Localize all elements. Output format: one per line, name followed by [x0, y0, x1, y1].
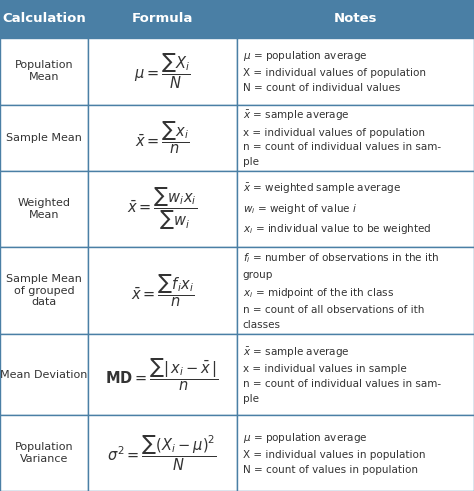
Text: Population
Mean: Population Mean	[15, 60, 73, 82]
Bar	[0, 247, 88, 334]
Bar	[0, 105, 88, 171]
Text: Mean Deviation: Mean Deviation	[0, 370, 88, 380]
Text: $\mathbf{MD} = \dfrac{\sum |\, x_i - \bar{x}\, |}{n}$: $\mathbf{MD} = \dfrac{\sum |\, x_i - \ba…	[106, 356, 219, 393]
Text: $\bar{x} = \dfrac{\sum x_i}{n}$: $\bar{x} = \dfrac{\sum x_i}{n}$	[135, 120, 190, 156]
Text: $\bar{x}$ = sample average
x = individual values of population
n = count of indi: $\bar{x}$ = sample average x = individua…	[243, 109, 441, 167]
Bar	[237, 0, 474, 38]
Text: Calculation: Calculation	[2, 12, 86, 26]
Bar	[237, 105, 474, 171]
Text: $\mu = \dfrac{\sum X_i}{N}$: $\mu = \dfrac{\sum X_i}{N}$	[134, 52, 191, 91]
Bar	[0, 415, 88, 491]
Bar	[237, 415, 474, 491]
Text: Sample Mean: Sample Mean	[6, 133, 82, 143]
Text: $\sigma^2 = \dfrac{\sum (X_i - \mu)^2}{N}$: $\sigma^2 = \dfrac{\sum (X_i - \mu)^2}{N…	[108, 434, 217, 473]
Text: $\bar{x}$ = sample average
x = individual values in sample
n = count of individu: $\bar{x}$ = sample average x = individua…	[243, 346, 441, 404]
Text: $\bar{x}$ = weighted sample average
$w_i$ = weight of value $i$
$x_i$ = individu: $\bar{x}$ = weighted sample average $w_i…	[243, 182, 431, 236]
Bar	[88, 415, 237, 491]
Text: $\bar{x} = \dfrac{\sum f_i x_i}{n}$: $\bar{x} = \dfrac{\sum f_i x_i}{n}$	[131, 272, 194, 309]
Bar	[237, 247, 474, 334]
Bar	[237, 171, 474, 247]
Bar	[88, 171, 237, 247]
Bar	[0, 334, 88, 415]
Bar	[88, 105, 237, 171]
Bar	[237, 334, 474, 415]
Text: $\mu$ = population average
X = individual values of population
N = count of indi: $\mu$ = population average X = individua…	[243, 50, 426, 93]
Bar	[88, 247, 237, 334]
Bar	[0, 0, 88, 38]
Text: Population
Variance: Population Variance	[15, 442, 73, 464]
Text: $f_i$ = number of observations in the ith
group
$x_i$ = midpoint of the ith clas: $f_i$ = number of observations in the it…	[243, 251, 439, 329]
Bar	[0, 38, 88, 105]
Text: $\bar{x} = \dfrac{\sum w_i x_i}{\sum w_i}$: $\bar{x} = \dfrac{\sum w_i x_i}{\sum w_i…	[128, 186, 197, 232]
Text: Sample Mean
of grouped
data: Sample Mean of grouped data	[6, 274, 82, 307]
Bar	[237, 38, 474, 105]
Text: $\mu$ = population average
X = individual values in population
N = count of valu: $\mu$ = population average X = individua…	[243, 432, 425, 475]
Text: Weighted
Mean: Weighted Mean	[18, 198, 70, 220]
Bar	[88, 334, 237, 415]
Bar	[88, 38, 237, 105]
Bar	[88, 0, 237, 38]
Text: Notes: Notes	[334, 12, 377, 26]
Bar	[0, 171, 88, 247]
Text: Formula: Formula	[132, 12, 193, 26]
